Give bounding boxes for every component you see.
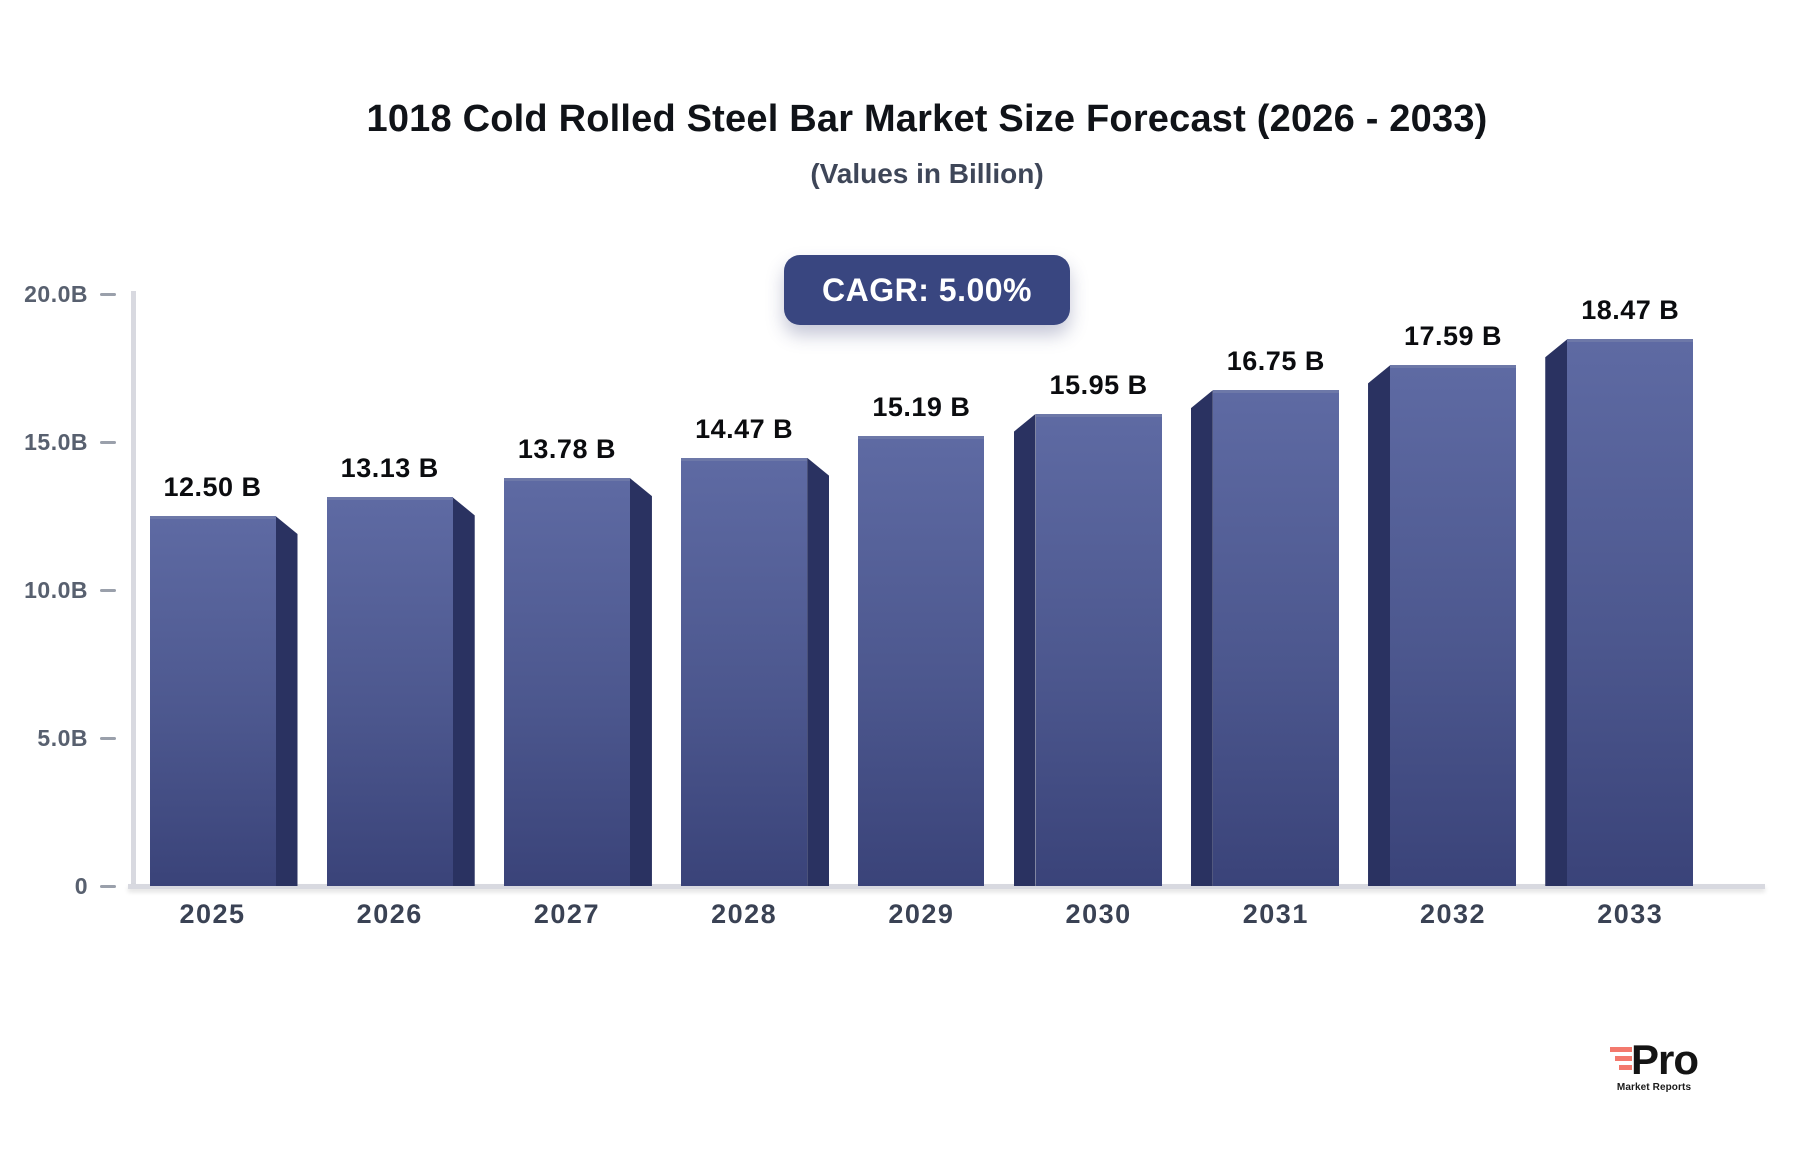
logo-stripes-icon: [1610, 1046, 1632, 1070]
y-axis-tick-label: 10.0B: [24, 577, 88, 603]
bar-2025: [149, 516, 276, 886]
y-axis-tick-mark: [100, 293, 116, 296]
bar-value-label: 16.75 B: [1226, 346, 1325, 377]
y-axis-tick-label: 15.0B: [24, 429, 88, 455]
bar-side-2028: [807, 457, 830, 886]
bar-2030: [1035, 413, 1162, 886]
bar-side-2025: [275, 516, 298, 886]
bar-side-2030: [1013, 413, 1036, 886]
x-axis-label: 2027: [533, 899, 600, 929]
bar-value-label: 18.47 B: [1581, 295, 1680, 326]
x-axis-baseline: [128, 884, 1765, 889]
x-axis-label: 2028: [711, 899, 778, 929]
chart-subtitle: (Values in Billion): [810, 158, 1044, 189]
bar-2029: [858, 436, 985, 886]
bar-2031: [1212, 390, 1339, 886]
bar-value-label: 17.59 B: [1403, 321, 1503, 352]
cagr-badge: CAGR: 5.00%: [784, 255, 1070, 325]
bar-value-label: 13.78 B: [517, 434, 616, 465]
x-axis-label: 2031: [1242, 899, 1309, 929]
bar-value-label: 15.95 B: [1049, 369, 1148, 400]
logo-text: Pro: [1631, 1036, 1699, 1083]
pro-market-reports-logo: Pro Market Reports: [1610, 1036, 1699, 1093]
bar-value-label: 13.13 B: [340, 453, 439, 484]
x-axis-label: 2026: [356, 899, 423, 929]
y-axis-tick-label: 0: [74, 873, 88, 899]
y-axis-tick-mark: [100, 589, 116, 592]
bar-value-label: 12.50 B: [163, 472, 262, 502]
logo-row: Pro: [1610, 1036, 1699, 1083]
bar-side-2032: [1368, 365, 1391, 886]
y-axis-tick-label: 20.0B: [24, 281, 88, 307]
bar-2032: [1390, 365, 1517, 886]
x-axis-label: 2025: [179, 899, 246, 929]
bar-value-label: 14.47 B: [695, 413, 794, 444]
y-axis-tick-mark: [100, 441, 116, 444]
bar-2033: [1567, 339, 1694, 886]
y-axis-tick-mark: [100, 737, 116, 740]
y-axis-tick-label: 5.0B: [37, 725, 88, 751]
bar-value-label: 15.19 B: [872, 392, 971, 423]
x-axis-label: 2032: [1419, 899, 1487, 929]
bar-side-2031: [1190, 390, 1213, 886]
y-axis-tick-mark: [100, 885, 116, 888]
x-axis-label: 2030: [1065, 899, 1132, 929]
chart-title: 1018 Cold Rolled Steel Bar Market Size F…: [366, 98, 1488, 140]
y-axis-line: [131, 291, 136, 887]
bar-side-2026: [452, 497, 475, 886]
bar-side-2027: [629, 478, 652, 886]
bar-2028: [681, 457, 808, 886]
bar-2027: [503, 478, 630, 886]
x-axis-label: 2029: [888, 899, 955, 929]
bar-side-2033: [1545, 339, 1568, 886]
bar-2026: [326, 497, 453, 886]
logo-subtext: Market Reports: [1616, 1082, 1692, 1093]
x-axis-label: 2033: [1597, 899, 1664, 929]
